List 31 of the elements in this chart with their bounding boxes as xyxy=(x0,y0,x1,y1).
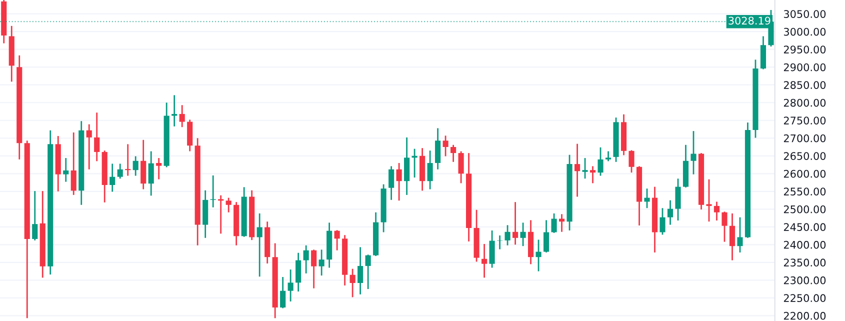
y-tick-label: 2800.00 xyxy=(784,98,826,107)
y-tick-label: 2300.00 xyxy=(784,276,826,284)
candlestick xyxy=(706,179,712,222)
y-tick-label: 2200.00 xyxy=(784,312,826,320)
candlestick xyxy=(613,118,619,162)
y-tick-label: 2750.00 xyxy=(784,116,826,124)
y-tick-label: 2250.00 xyxy=(784,294,826,302)
y-tick-label: 3050.00 xyxy=(784,10,826,18)
y-tick-label: 2400.00 xyxy=(784,240,826,249)
y-tick-label: 2350.00 xyxy=(784,258,826,267)
candlestick xyxy=(582,158,588,179)
candlestick xyxy=(737,217,743,252)
y-tick-label: 2900.00 xyxy=(784,63,826,72)
y-tick-label: 2600.00 xyxy=(784,170,826,178)
y-tick-label: 3000.00 xyxy=(784,28,826,36)
ref-line-label: 3028.19 xyxy=(728,16,770,25)
y-tick-label: 2700.00 xyxy=(784,134,826,142)
y-tick-label: 2950.00 xyxy=(784,46,826,54)
candlestick xyxy=(551,213,557,233)
candlestick xyxy=(752,60,758,138)
y-tick-label: 2850.00 xyxy=(784,81,826,89)
candlestick xyxy=(628,150,634,173)
y-tick-label: 2550.00 xyxy=(784,188,826,196)
candlestick xyxy=(675,178,681,220)
y-tick-label: 2500.00 xyxy=(784,205,826,214)
candlestick xyxy=(722,212,728,242)
candlestick xyxy=(566,154,572,230)
y-tick-label: 2650.00 xyxy=(784,152,826,160)
candlestick xyxy=(489,230,495,268)
candlestick xyxy=(210,175,216,208)
y-tick-label: 2450.00 xyxy=(784,223,826,232)
